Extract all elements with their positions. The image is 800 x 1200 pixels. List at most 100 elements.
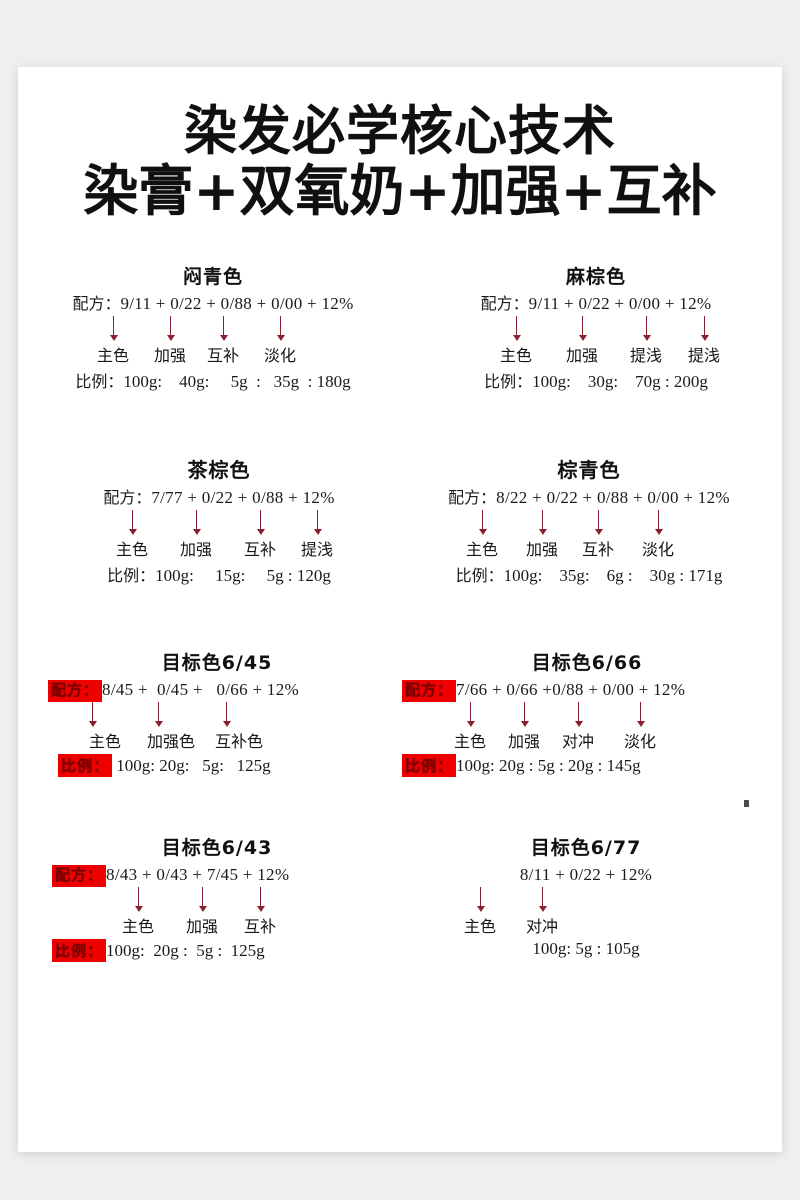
down-arrow-icon [220, 315, 228, 341]
block-title: 棕青色 [557, 459, 621, 482]
role-label: 主色 [121, 919, 155, 937]
recipe-cell: 目标色6/45 配方： 8/45 + 0/45 + 0/66 + 12% 主色 加… [18, 648, 400, 778]
role-label: 互补 [206, 347, 240, 365]
role-row: 主色 加强 互补 提浅 [44, 536, 394, 560]
block-title: 目标色6/77 [530, 837, 642, 860]
recipe-cell: 闷青色 配方： 9/11 + 0/22 + 0/88 + 0/00 + 12% 主… [18, 262, 400, 392]
ratio-value: 100g: 5g : 105g [532, 939, 640, 959]
role-label: 加强 [179, 541, 213, 559]
formula-label: 配方： [103, 489, 152, 507]
ratio-line: 比例： 100g: 15g: 5g : 120g [44, 562, 394, 586]
ratio-value: 100g: 15g: 5g : 120g [155, 565, 331, 585]
formula-value: 8/45 + 0/45 + 0/66 + 12% [102, 679, 299, 699]
ratio-label: 比例： [455, 567, 504, 585]
down-arrow-icon [575, 702, 583, 728]
role-label: 加强 [525, 541, 559, 559]
role-label: 提浅 [687, 347, 721, 365]
block-title: 目标色6/45 [161, 651, 273, 674]
formula-label-highlighted: 配方： [48, 679, 103, 703]
down-arrow-icon [167, 315, 175, 341]
recipe-cell: 目标色6/66 配方： 7/66 + 0/66 +0/88 + 0/00 + 12… [400, 648, 782, 778]
role-label: 对冲 [525, 919, 559, 937]
title-line-1: 染发必学核心技术 [184, 101, 616, 162]
arrow-row [32, 315, 394, 342]
formula-label-highlighted: 配方： [52, 865, 107, 888]
recipe-cell: 棕青色 配方： 8/22 + 0/22 + 0/88 + 0/00 + 12% 主… [400, 454, 782, 586]
ratio-line: 比例： 100g: 35g: 6g : 30g : 171g [402, 562, 776, 586]
role-label: 加强 [507, 734, 541, 752]
recipe-block-mazong: 麻棕色 配方： 9/11 + 0/22 + 0/00 + 12% 主色 加强 提浅 [410, 262, 782, 392]
down-arrow-icon [135, 887, 143, 913]
role-label: 互补 [243, 541, 277, 559]
down-arrow-icon [655, 509, 663, 535]
role-label: 淡化 [641, 541, 675, 559]
ratio-line: 比例： 100g: 30g: 70g : 200g [416, 368, 776, 392]
ratio-value: 100g: 40g: 5g : 35g : 180g [123, 371, 351, 391]
arrow-row [396, 887, 776, 913]
role-row: 主色 加强 互补 淡化 [32, 342, 394, 366]
title-line-2: 染膏+双氧奶+加强+互补 [83, 159, 717, 224]
ratio-label-highlighted: 比例： [58, 754, 113, 778]
down-arrow-icon [110, 315, 118, 341]
role-label: 提浅 [300, 541, 334, 559]
down-arrow-icon [579, 315, 587, 341]
ratio-value: 100g: 30g: 70g : 200g [532, 371, 708, 391]
role-label: 主色 [499, 347, 533, 365]
scan-artifact-mark [744, 800, 749, 807]
role-label: 主色 [463, 919, 497, 937]
role-row: 主色 加强色 互补色 [40, 728, 394, 752]
down-arrow-icon [223, 702, 231, 728]
ratio-line: 比例： 100g: 20g : 5g : 20g : 145g [398, 754, 776, 778]
recipe-row: 茶棕色 配方： 7/77 + 0/22 + 0/88 + 12% 主色 加强 互补 [18, 454, 782, 586]
role-label: 主色 [465, 541, 499, 559]
ratio-line: 比例： 100g: 40g: 5g : 35g : 180g [32, 368, 394, 392]
arrow-row [398, 702, 776, 728]
role-label: 主色 [96, 347, 130, 365]
recipe-block-target-6-66: 目标色6/66 配方： 7/66 + 0/66 +0/88 + 0/00 + 12… [392, 648, 782, 778]
formula-value: 8/22 + 0/22 + 0/88 + 0/00 + 12% [496, 487, 730, 507]
recipe-row: 目标色6/43 配方： 8/43 + 0/43 + 7/45 + 12% 主色 加… [18, 833, 782, 963]
formula-line: 配方： 7/66 + 0/66 +0/88 + 0/00 + 12% [398, 679, 776, 703]
down-arrow-icon [129, 509, 137, 535]
ratio-label: 比例： [484, 373, 533, 391]
down-arrow-icon [643, 315, 651, 341]
role-row: 主色 加强 互补 [40, 913, 394, 937]
role-label: 加强 [153, 347, 187, 365]
block-title: 麻棕色 [565, 266, 626, 288]
formula-label: 配方： [72, 296, 121, 313]
formula-value: 7/66 + 0/66 +0/88 + 0/00 + 12% [456, 679, 686, 699]
recipe-cell: 目标色6/77 8/11 + 0/22 + 12% 主色 对冲 100g: 5g… [400, 833, 782, 962]
down-arrow-icon [539, 509, 547, 535]
block-title: 目标色6/43 [161, 837, 273, 860]
recipe-block-zongqing: 棕青色 配方： 8/22 + 0/22 + 0/88 + 0/00 + 12% 主… [396, 454, 782, 586]
role-label: 加强 [565, 347, 599, 365]
ratio-line: 比例： 100g: 20g : 5g : 125g [40, 939, 394, 963]
ratio-label: 比例： [75, 373, 124, 391]
arrow-row [44, 509, 394, 536]
role-label: 加强色 [146, 734, 196, 752]
formula-value: 7/77 + 0/22 + 0/88 + 12% [151, 487, 335, 507]
role-label: 淡化 [263, 347, 297, 365]
down-arrow-icon [155, 702, 163, 728]
ratio-line: 比例： 100g: 20g: 5g: 125g [40, 754, 394, 778]
role-label: 淡化 [623, 734, 657, 752]
role-row: 主色 加强 对冲 淡化 [398, 728, 776, 752]
formula-line: 8/11 + 0/22 + 12% [396, 864, 776, 887]
ratio-value: 100g: 20g : 5g : 20g : 145g [456, 756, 641, 776]
ratio-value: 100g: 20g : 5g : 125g [106, 941, 265, 961]
recipe-row: 闷青色 配方： 9/11 + 0/22 + 0/88 + 0/00 + 12% 主… [18, 262, 782, 392]
recipe-block-target-6-45: 目标色6/45 配方： 8/45 + 0/45 + 0/66 + 12% 主色 加… [34, 648, 400, 778]
block-title: 茶棕色 [187, 459, 251, 482]
role-label: 主色 [453, 734, 487, 752]
ratio-value: 100g: 20g: 5g: 125g [112, 756, 271, 776]
role-row: 主色 加强 互补 淡化 [402, 536, 776, 560]
down-arrow-icon [257, 509, 265, 535]
poster-title: 染发必学核心技术 染膏+双氧奶+加强+互补 [18, 102, 782, 223]
formula-value: 8/11 + 0/22 + 12% [519, 865, 653, 885]
formula-line: 配方： 7/77 + 0/22 + 0/88 + 12% [44, 487, 394, 510]
formula-line: 配方： 8/45 + 0/45 + 0/66 + 12% [40, 679, 394, 703]
role-label: 互补 [581, 541, 615, 559]
poster-card: 染发必学核心技术 染膏+双氧奶+加强+互补 闷青色 配方： 9/11 + 0/22… [18, 67, 782, 1152]
down-arrow-icon [257, 887, 265, 913]
formula-label: 配方： [448, 489, 497, 507]
